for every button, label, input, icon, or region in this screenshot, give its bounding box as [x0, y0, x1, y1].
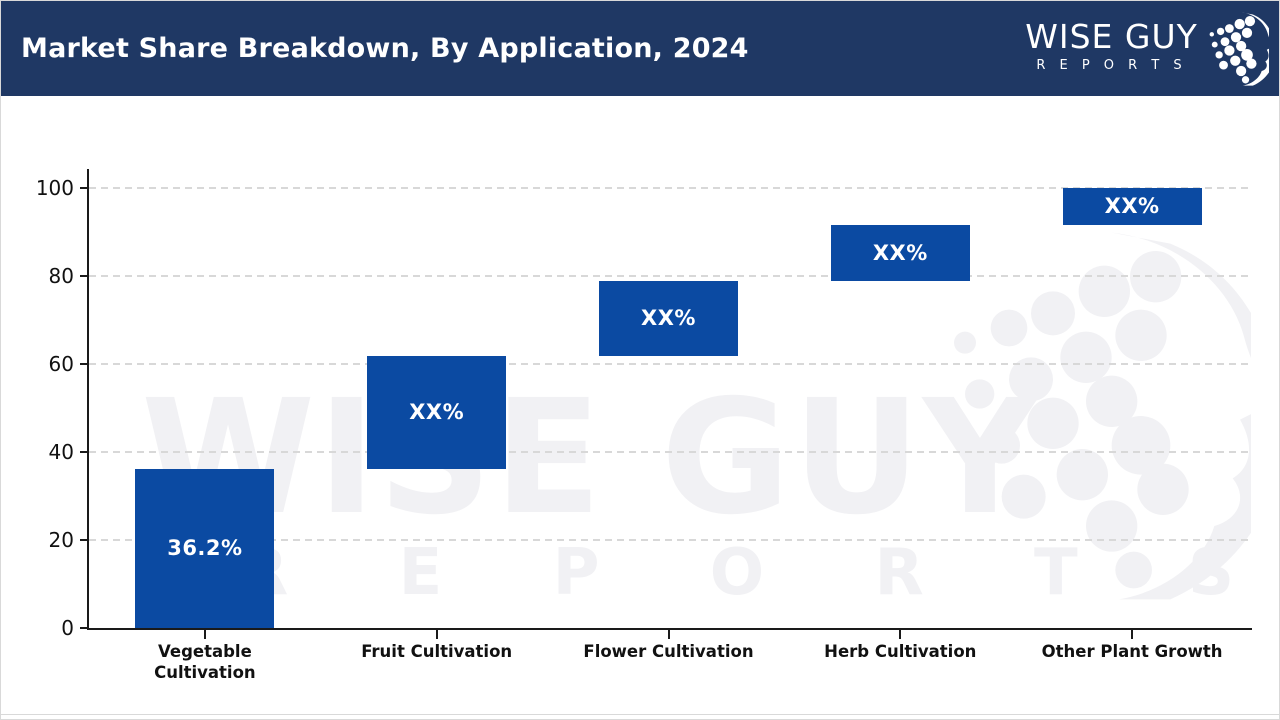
bottom-divider [1, 714, 1279, 715]
gridline-80 [89, 275, 1248, 277]
y-axis-tick [80, 627, 89, 629]
wiseguy-head-watermark-icon [954, 232, 1251, 600]
gridline-100 [89, 187, 1248, 189]
y-axis-tick-label: 20 [48, 528, 74, 552]
y-axis-tick [80, 539, 89, 541]
chart-title: Market Share Breakdown, By Application, … [21, 33, 749, 64]
header-bar: Market Share Breakdown, By Application, … [1, 1, 1279, 96]
bar-flower-cultivation: XX% [599, 280, 738, 357]
watermark-tagline-text: R E P O R T S [239, 536, 1279, 610]
category-label-line: Vegetable [158, 642, 252, 661]
brand-logo: WISE GUY R E P O R T S [1019, 7, 1269, 91]
watermark-brand-text: WISE GUY [141, 366, 1040, 550]
category-label-line: Flower Cultivation [583, 642, 754, 661]
brand-name: WISE GUY [1025, 17, 1198, 56]
y-axis-tick [80, 451, 89, 453]
bar-value-label: XX% [409, 400, 465, 425]
y-axis-tick-label: 60 [48, 352, 74, 376]
y-axis-tick-label: 0 [61, 616, 74, 640]
watermark: WISE GUY R E P O R T S [1, 96, 1279, 714]
x-axis-tick [435, 630, 438, 639]
category-label-line: Fruit Cultivation [361, 642, 513, 661]
bar-vegetable-cultivation: 36.2% [135, 468, 275, 628]
x-axis-tick [899, 630, 902, 639]
category-label-line: Herb Cultivation [824, 642, 977, 661]
bar-herb-cultivation: XX% [830, 224, 970, 281]
x-axis-tick [667, 630, 670, 639]
brand-logo-text: WISE GUY R E P O R T S [1019, 19, 1204, 75]
y-axis-tick-label: 40 [48, 440, 74, 464]
y-axis-tick [80, 275, 89, 277]
category-label-vegetable-cultivation: Vegetable Cultivation [85, 641, 325, 683]
x-axis-line [87, 628, 1252, 630]
bar-value-label: XX% [872, 240, 928, 265]
gridline-40 [89, 451, 1248, 453]
bar-value-label: XX% [1104, 194, 1160, 219]
y-axis-tick-label: 100 [35, 176, 74, 200]
y-axis-tick [80, 363, 89, 365]
y-axis-line [87, 169, 89, 630]
bar-fruit-cultivation: XX% [367, 356, 507, 469]
x-axis-tick [203, 630, 206, 639]
y-axis-tick [80, 187, 89, 189]
category-label-flower-cultivation: Flower Cultivation [549, 641, 789, 662]
category-label-fruit-cultivation: Fruit Cultivation [317, 641, 557, 662]
category-label-other-plant-growth: Other Plant Growth [1012, 641, 1252, 662]
category-label-line: Cultivation [154, 663, 256, 682]
brand-tagline: R E P O R T S [1036, 58, 1187, 73]
bar-other-plant-growth: XX% [1062, 188, 1202, 225]
gridline-60 [89, 363, 1248, 365]
category-label-line: Other Plant Growth [1041, 642, 1223, 661]
x-axis-tick [1131, 630, 1134, 639]
y-axis-tick-label: 80 [48, 264, 74, 288]
wiseguy-head-icon [1209, 12, 1269, 86]
gridline-20 [89, 539, 1248, 541]
bar-value-label: 36.2% [167, 536, 243, 561]
bar-value-label: XX% [641, 306, 696, 331]
category-label-herb-cultivation: Herb Cultivation [780, 641, 1020, 662]
